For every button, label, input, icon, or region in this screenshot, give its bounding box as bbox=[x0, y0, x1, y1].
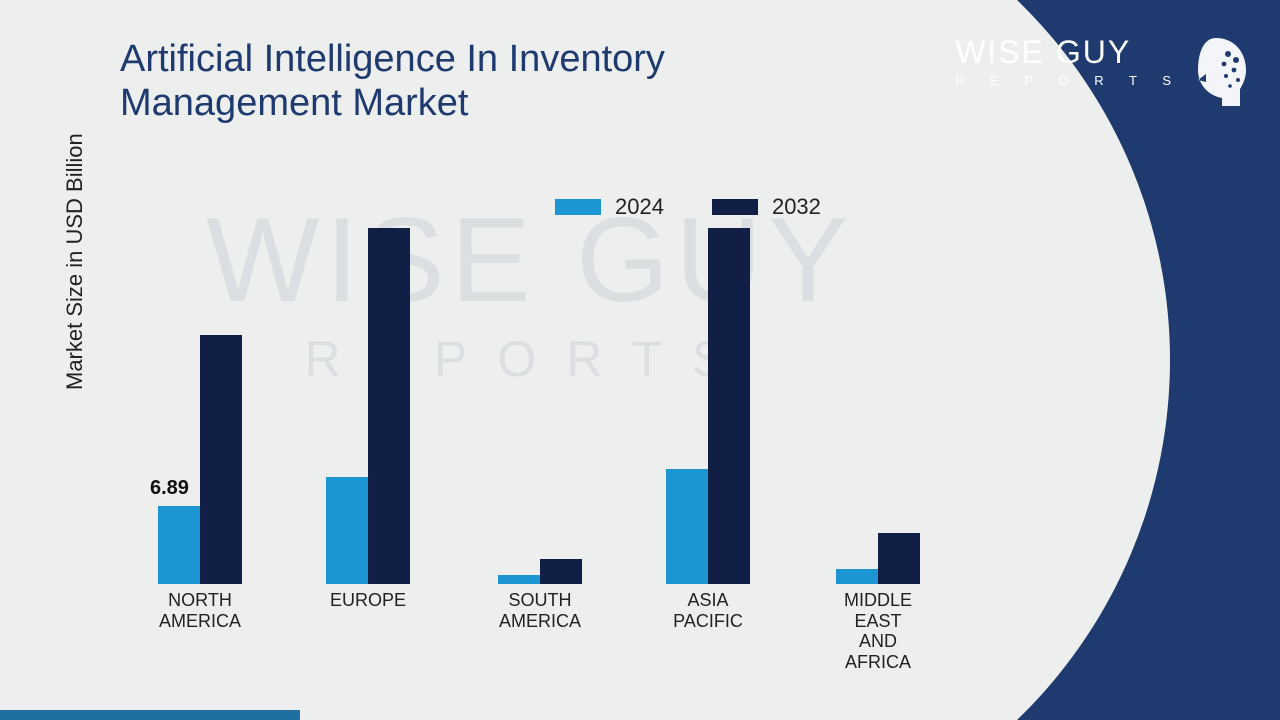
bar-2024 bbox=[158, 506, 200, 584]
bar-2032 bbox=[540, 559, 582, 584]
x-axis-label: ASIAPACIFIC bbox=[648, 590, 768, 631]
x-axis-label: EUROPE bbox=[308, 590, 428, 611]
bar-2024 bbox=[666, 469, 708, 584]
brand-logo: WISE GUY R E P O R T S bbox=[955, 34, 1250, 112]
y-axis-label: Market Size in USD Billion bbox=[62, 133, 88, 390]
canvas: WISE GUY REPORTS Artificial Intelligence… bbox=[0, 0, 1280, 720]
bar-2032 bbox=[368, 228, 410, 584]
bar-2032 bbox=[708, 228, 750, 584]
legend-swatch-2024 bbox=[555, 199, 601, 215]
legend: 2024 2032 bbox=[555, 194, 821, 220]
head-icon bbox=[1188, 34, 1250, 112]
chart-area: 6.89 bbox=[110, 222, 970, 584]
logo-sub: R E P O R T S bbox=[955, 73, 1182, 88]
x-axis-label: MIDDLEEASTANDAFRICA bbox=[818, 590, 938, 673]
bar-2032 bbox=[200, 335, 242, 584]
chart-title: Artificial Intelligence In Inventory Man… bbox=[120, 38, 820, 125]
bar-2032 bbox=[878, 533, 920, 584]
legend-label-2032: 2032 bbox=[772, 194, 821, 220]
footer-accent bbox=[0, 710, 300, 720]
bar-2024 bbox=[836, 569, 878, 584]
x-axis-labels: NORTHAMERICA EUROPE SOUTHAMERICA ASIAPACIFI… bbox=[110, 590, 970, 710]
legend-label-2024: 2024 bbox=[615, 194, 664, 220]
bar-2024 bbox=[498, 575, 540, 584]
logo-main: WISE GUY bbox=[955, 34, 1182, 71]
x-axis-label: NORTHAMERICA bbox=[140, 590, 260, 631]
legend-item-2032: 2032 bbox=[712, 194, 821, 220]
bar-value-label: 6.89 bbox=[150, 477, 189, 500]
legend-item-2024: 2024 bbox=[555, 194, 664, 220]
legend-swatch-2032 bbox=[712, 199, 758, 215]
bar-2024 bbox=[326, 477, 368, 584]
x-axis-label: SOUTHAMERICA bbox=[480, 590, 600, 631]
